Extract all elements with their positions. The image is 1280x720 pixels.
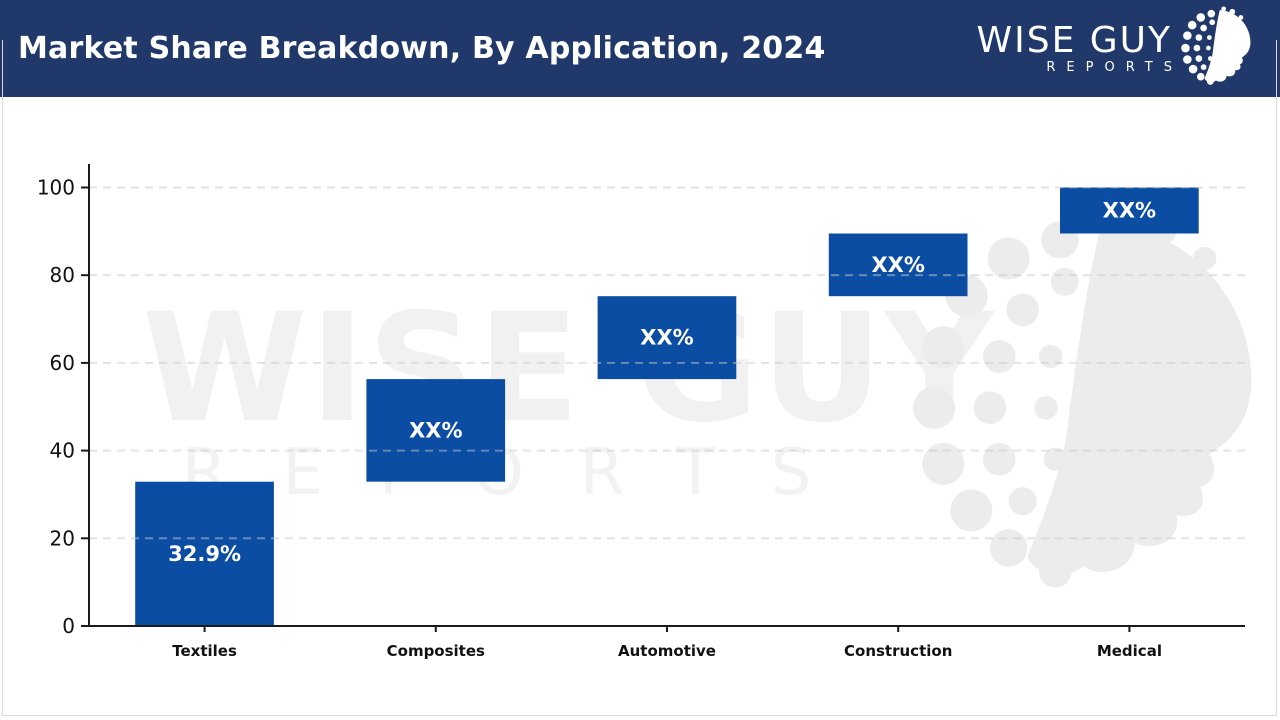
bar-value-label: XX% <box>871 253 924 277</box>
bar-textiles <box>135 481 274 626</box>
wiseguy-logo-text: WISE GUY REPORTS <box>976 19 1173 75</box>
bar-composites <box>366 379 506 482</box>
bar-value-label: XX% <box>1103 199 1156 223</box>
y-tick-label: 80 <box>50 263 75 287</box>
x-category-label: Composites <box>387 642 485 660</box>
bar-value-label: XX% <box>409 418 462 442</box>
x-category-label: Automotive <box>618 642 716 660</box>
logo-wiseguy-label: WISE GUY <box>976 19 1172 61</box>
x-category-label: Textiles <box>172 642 237 660</box>
logo-reports-label: REPORTS <box>1046 60 1183 76</box>
wiseguy-logo: WISE GUY REPORTS <box>977 6 1261 92</box>
chart-title: Market Share Breakdown, By Application, … <box>18 31 826 66</box>
x-category-label: Medical <box>1097 642 1162 660</box>
y-tick-label: 60 <box>50 351 75 375</box>
bar-automotive <box>597 296 737 380</box>
header-bar: Market Share Breakdown, By Application, … <box>0 0 1280 97</box>
y-tick-label: 40 <box>50 439 75 463</box>
y-tick-label: 0 <box>62 614 75 638</box>
wiseguy-face-icon <box>1174 6 1260 92</box>
bar-value-label: 32.9% <box>168 542 241 566</box>
y-tick-label: 100 <box>37 176 75 200</box>
x-category-label: Construction <box>844 642 952 660</box>
bar-value-label: XX% <box>640 326 693 350</box>
y-tick-label: 20 <box>50 526 75 550</box>
